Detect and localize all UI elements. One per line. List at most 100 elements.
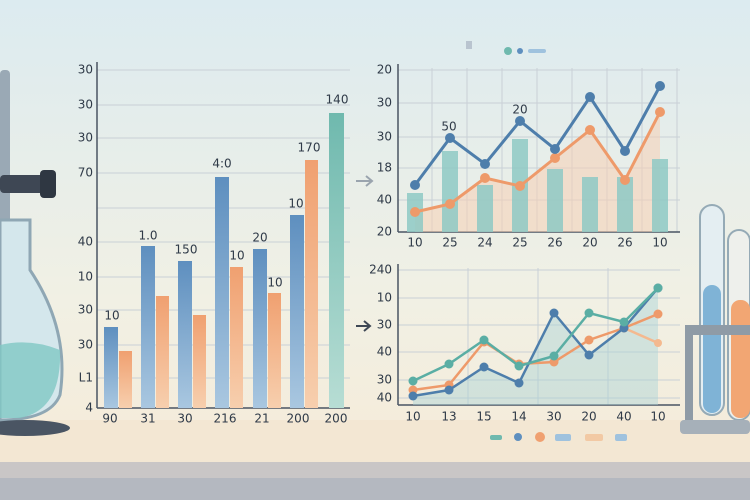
point (620, 146, 630, 156)
x-tick-label: 30 (177, 412, 192, 426)
y-tick-label: 30 (78, 63, 93, 77)
y-tick-label: L1 (79, 371, 93, 385)
y-tick-label: 40 (377, 345, 392, 359)
bar (253, 249, 267, 408)
bar (156, 296, 169, 408)
bar (104, 327, 118, 408)
y-tick-label: 240 (369, 263, 392, 277)
line (412, 287, 659, 398)
y-tick-label: 40 (377, 193, 392, 207)
bar (178, 261, 192, 408)
point (445, 199, 455, 209)
bar (193, 315, 206, 408)
test-tubes (680, 204, 750, 434)
y-tick-label: 30 (377, 96, 392, 110)
point (549, 351, 559, 361)
point (653, 283, 663, 293)
line (623, 326, 659, 345)
x-tick-label: 10 (407, 236, 422, 250)
point (585, 125, 595, 135)
y-tick-label: 30 (377, 130, 392, 144)
point (515, 181, 525, 191)
x-tick-label: 10 (652, 236, 667, 250)
x-tick-label: 30 (546, 410, 561, 424)
x-tick-label: 13 (441, 410, 456, 424)
x-tick-label: 25 (512, 236, 527, 250)
line (413, 85, 662, 186)
bar (652, 159, 668, 232)
line (414, 111, 662, 214)
y-tick-label: 20 (377, 63, 392, 77)
point (585, 92, 595, 102)
point (444, 359, 454, 369)
x-tick-label: 20 (581, 410, 596, 424)
bar-label: 150 (175, 243, 198, 257)
left-chart: 30 30 30 70 40 10 30 30 L1 4 90 31 30 216 21 200 200 10 1.… (78, 62, 350, 426)
x-tick-label: 10 (405, 410, 420, 424)
bar-label: 4:0 (212, 157, 231, 171)
floor (0, 478, 750, 500)
point (514, 378, 524, 388)
bar (290, 215, 304, 408)
bar (582, 177, 598, 232)
point (550, 144, 560, 154)
bottom-right-chart: 240 10 30 40 30 40 10 13 15 14 30 20 40 10 (369, 263, 680, 424)
x-tick-label: 40 (616, 410, 631, 424)
line (412, 287, 659, 383)
x-tick-label: 26 (547, 236, 562, 250)
bar-label: 20 (252, 231, 267, 245)
x-tick-label: 26 (617, 236, 632, 250)
x-tick-label: 31 (140, 412, 155, 426)
bar (141, 246, 155, 408)
point (479, 362, 489, 372)
y-tick-label: 30 (78, 98, 93, 112)
point (514, 361, 524, 371)
bar (268, 293, 281, 408)
point (515, 116, 525, 126)
point (584, 308, 594, 318)
bar-label: 10 (288, 197, 303, 211)
point (655, 81, 665, 91)
x-tick-label: 216 (214, 412, 237, 426)
y-tick-label: 30 (377, 318, 392, 332)
x-tick-label: 24 (477, 236, 492, 250)
point (444, 385, 454, 395)
point (549, 308, 559, 318)
y-tick-label: 30 (377, 373, 392, 387)
flask (0, 70, 70, 436)
point (445, 133, 455, 143)
top-right-chart: 20 30 30 18 40 20 10 25 24 25 26 20 26 10 50 20 (377, 63, 680, 250)
bar (617, 177, 633, 232)
bar (215, 177, 229, 408)
bar (329, 113, 344, 408)
x-tick-label: 25 (442, 236, 457, 250)
bar (119, 351, 132, 408)
y-tick-label: 10 (78, 270, 93, 284)
point (619, 317, 629, 327)
bar (305, 160, 318, 408)
bar-label: 10 (229, 249, 244, 263)
x-tick-label: 14 (511, 410, 526, 424)
y-tick-label: 40 (78, 235, 93, 249)
y-tick-label: 18 (377, 161, 392, 175)
point (584, 335, 594, 345)
bar-label: 140 (326, 93, 349, 107)
point (410, 207, 420, 217)
bar-label: 170 (298, 141, 321, 155)
y-tick-label: 30 (78, 303, 93, 317)
bar-label: 1.0 (138, 229, 157, 243)
point (410, 180, 420, 190)
point (655, 107, 665, 117)
x-tick-label: 15 (476, 410, 491, 424)
bar-label: 10 (104, 309, 119, 323)
point-label: 50 (441, 120, 456, 134)
point-label: 20 (512, 103, 527, 117)
y-tick-label: 40 (377, 391, 392, 405)
x-tick-label: 10 (650, 410, 665, 424)
point (653, 309, 663, 319)
line (412, 312, 659, 392)
x-tick-label: 200 (287, 412, 310, 426)
point (654, 339, 662, 347)
